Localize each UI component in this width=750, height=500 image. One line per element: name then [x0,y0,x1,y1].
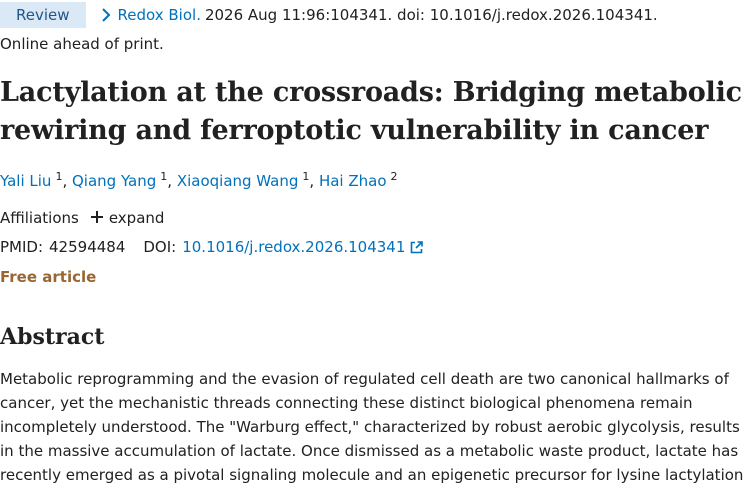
identifiers-row: PMID: 42594484 DOI: 10.1016/j.redox.2026… [0,238,424,256]
journal-link[interactable]: Redox Biol. [117,6,201,24]
affiliation-number[interactable]: 1 [302,170,310,183]
affiliations-row: Affiliations expand [0,209,164,227]
article-title: Lactylation at the crossroads: Bridging … [0,77,742,146]
chevron-right-icon [100,8,112,22]
pmid-label: PMID: [0,238,44,256]
pmid-value: 42594484 [49,238,126,256]
article-type-badge[interactable]: Review [0,2,86,28]
authors-list: Yali Liu 1, Qiang Yang 1, Xiaoqiang Wang 1,… [0,170,398,190]
author-link[interactable]: Xiaoqiang Wang [176,172,299,190]
affiliations-label: Affiliations [0,209,79,227]
expand-affiliations-button[interactable]: expand [90,209,165,227]
author-separator: , [62,172,72,190]
expand-label: expand [108,209,165,227]
external-link-icon[interactable] [410,240,424,254]
abstract-text: Metabolic reprogramming and the evasion … [0,370,744,484]
affiliation-number[interactable]: 1 [160,170,168,183]
author-link[interactable]: Yali Liu [0,172,52,190]
publication-status: Online ahead of print. [0,35,164,53]
affiliation-number[interactable]: 1 [55,170,63,183]
citation-details: 2026 Aug 11:96:104341. doi: 10.1016/j.re… [204,6,658,24]
abstract-heading: Abstract [0,324,105,350]
citation-row: Review Redox Biol. 2026 Aug 11:96:104341… [0,0,750,30]
doi-link[interactable]: 10.1016/j.redox.2026.104341 [182,238,406,256]
author-separator: , [167,172,177,190]
author-link[interactable]: Hai Zhao [318,172,387,190]
free-article-link[interactable]: Free article [0,268,97,286]
author-link[interactable]: Qiang Yang [71,172,157,190]
plus-icon [90,209,103,227]
affiliation-number[interactable]: 2 [390,170,398,183]
author-separator: , [309,172,319,190]
doi-label: DOI: [143,238,177,256]
